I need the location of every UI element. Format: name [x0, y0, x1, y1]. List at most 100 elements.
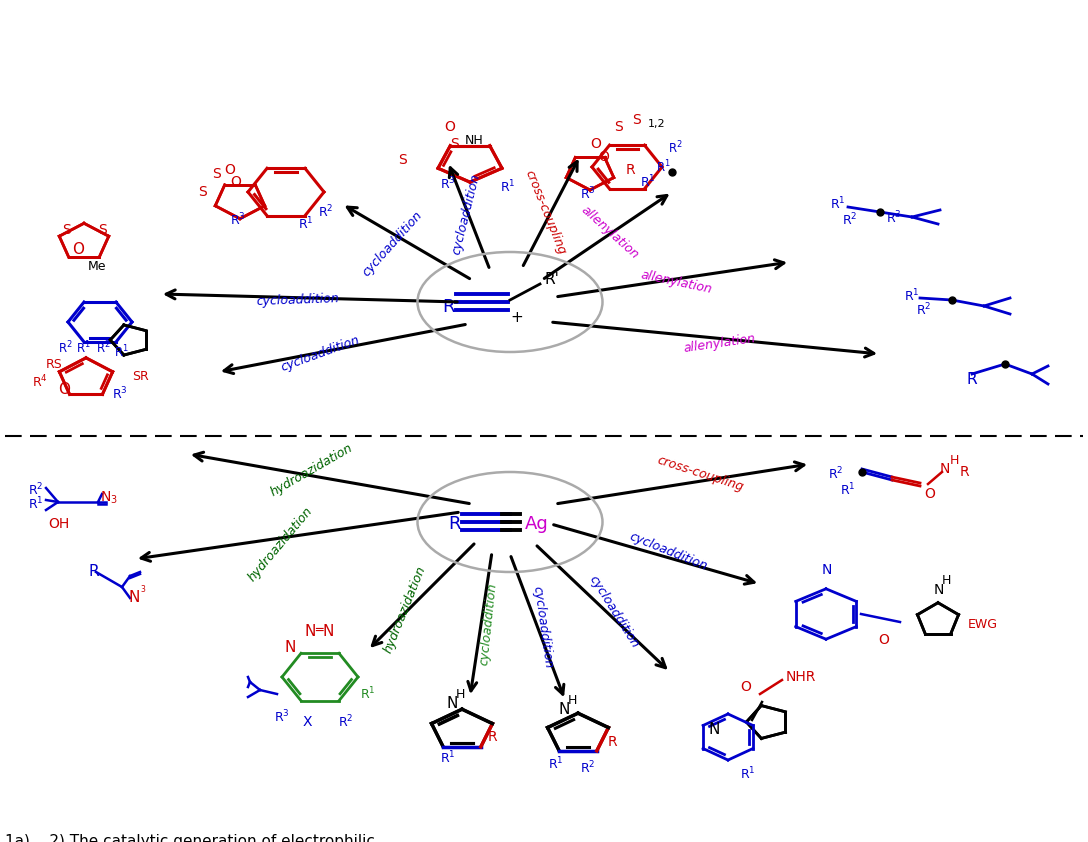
Text: hydroazidation: hydroazidation	[269, 441, 356, 498]
Text: R$^2$: R$^2$	[58, 339, 73, 356]
Text: R$^2$: R$^2$	[318, 204, 333, 221]
Text: RS: RS	[46, 358, 63, 370]
Text: R$^2$: R$^2$	[668, 140, 683, 157]
Text: N: N	[285, 640, 296, 654]
Text: R: R	[608, 735, 618, 749]
Text: O: O	[590, 137, 601, 151]
Text: R$^1$: R$^1$	[114, 344, 128, 360]
Text: cycloaddition: cycloaddition	[478, 582, 498, 666]
Text: O: O	[598, 150, 609, 164]
Text: R$^2$: R$^2$	[828, 466, 843, 482]
Text: S: S	[62, 223, 71, 237]
Text: +: +	[510, 310, 522, 324]
Text: R$^2$: R$^2$	[916, 301, 931, 318]
Text: 1,2: 1,2	[648, 119, 666, 129]
Text: N: N	[128, 589, 139, 605]
Text: R: R	[966, 372, 977, 387]
Text: Me: Me	[88, 260, 107, 274]
Text: S: S	[98, 223, 107, 237]
Text: R$^1$: R$^1$	[500, 179, 516, 195]
Text: R$^3$: R$^3$	[886, 210, 902, 226]
Text: R$^2$: R$^2$	[842, 211, 857, 228]
Text: S: S	[212, 167, 221, 181]
Text: R': R'	[544, 273, 559, 287]
Text: 1a).   2) The catalytic generation of electrophilic: 1a). 2) The catalytic generation of elec…	[5, 834, 375, 842]
Text: R$^1$: R$^1$	[76, 339, 90, 356]
Text: cross-coupling: cross-coupling	[522, 168, 568, 256]
Text: allenylation: allenylation	[639, 268, 713, 296]
Text: N: N	[304, 625, 316, 640]
Text: R$^1$: R$^1$	[360, 685, 375, 702]
Text: N: N	[322, 625, 333, 640]
Text: R$^2$: R$^2$	[28, 482, 44, 498]
Text: R: R	[88, 564, 99, 579]
Text: SR: SR	[132, 370, 149, 383]
Text: N: N	[558, 702, 569, 717]
Text: R$^3$: R$^3$	[440, 176, 456, 192]
Text: R$^1$: R$^1$	[548, 756, 564, 772]
Text: H: H	[456, 688, 466, 701]
Text: R: R	[626, 163, 635, 177]
Text: R$^1$: R$^1$	[840, 482, 855, 498]
Text: cross-coupling: cross-coupling	[655, 454, 745, 494]
Text: R$^1$: R$^1$	[740, 765, 755, 782]
Text: R$^1$: R$^1$	[28, 496, 44, 512]
Text: R$^2$: R$^2$	[96, 339, 111, 356]
Text: N: N	[823, 563, 832, 577]
Text: R$^1$: R$^1$	[830, 195, 845, 212]
Text: cycloaddition: cycloaddition	[359, 209, 424, 280]
Text: R$^1$: R$^1$	[640, 173, 656, 190]
Text: cycloaddition: cycloaddition	[586, 573, 642, 651]
Text: R$^3$: R$^3$	[274, 709, 289, 725]
Text: S: S	[398, 153, 407, 167]
Text: EWG: EWG	[968, 617, 998, 631]
Text: O: O	[230, 175, 240, 189]
Text: O: O	[72, 242, 84, 258]
Text: N: N	[446, 696, 457, 711]
Text: R: R	[448, 515, 460, 533]
Text: H: H	[942, 573, 951, 587]
Text: Ag: Ag	[526, 515, 548, 533]
Text: ═: ═	[316, 623, 322, 637]
Text: S: S	[198, 185, 207, 199]
Text: R$^2$: R$^2$	[338, 714, 354, 730]
Text: R: R	[442, 298, 455, 316]
Text: O: O	[878, 633, 889, 647]
Text: R$^1$: R$^1$	[656, 158, 671, 175]
Text: O: O	[740, 680, 751, 694]
Text: S: S	[632, 113, 641, 127]
Text: allenylation: allenylation	[683, 333, 757, 355]
Text: NHR: NHR	[786, 670, 816, 684]
Text: R$^3$: R$^3$	[230, 211, 246, 228]
Text: cycloaddition: cycloaddition	[627, 530, 709, 573]
Text: N: N	[708, 722, 719, 738]
Text: NH: NH	[465, 134, 484, 147]
Text: OH: OH	[48, 517, 70, 531]
Text: R: R	[960, 465, 969, 479]
Text: R$^1$: R$^1$	[904, 288, 919, 304]
Text: R$^4$: R$^4$	[32, 374, 48, 391]
Text: hydroazidation: hydroazidation	[245, 504, 314, 584]
Text: O: O	[224, 163, 235, 177]
Text: N$_3$: N$_3$	[100, 490, 118, 506]
Text: X: X	[302, 715, 312, 729]
Text: hydroazidation: hydroazidation	[382, 564, 429, 655]
Text: R$^1$: R$^1$	[298, 216, 313, 232]
Text: cycloaddition: cycloaddition	[257, 292, 339, 308]
Text: allenylation: allenylation	[579, 203, 641, 261]
Text: O: O	[58, 382, 70, 397]
Text: R$^2$: R$^2$	[580, 759, 595, 776]
Text: cycloaddition: cycloaddition	[449, 172, 482, 256]
Text: S: S	[614, 120, 622, 134]
Text: R$^3$: R$^3$	[580, 186, 596, 202]
Text: R$^1$: R$^1$	[440, 749, 456, 766]
Text: O: O	[444, 120, 455, 134]
Text: H: H	[950, 454, 960, 466]
Text: N: N	[934, 583, 944, 597]
Text: cycloaddition: cycloaddition	[531, 585, 555, 669]
Text: R: R	[489, 730, 497, 744]
Text: S: S	[450, 137, 459, 151]
Text: $_3$: $_3$	[140, 584, 147, 596]
Text: N: N	[940, 462, 951, 476]
Text: H: H	[568, 694, 578, 706]
